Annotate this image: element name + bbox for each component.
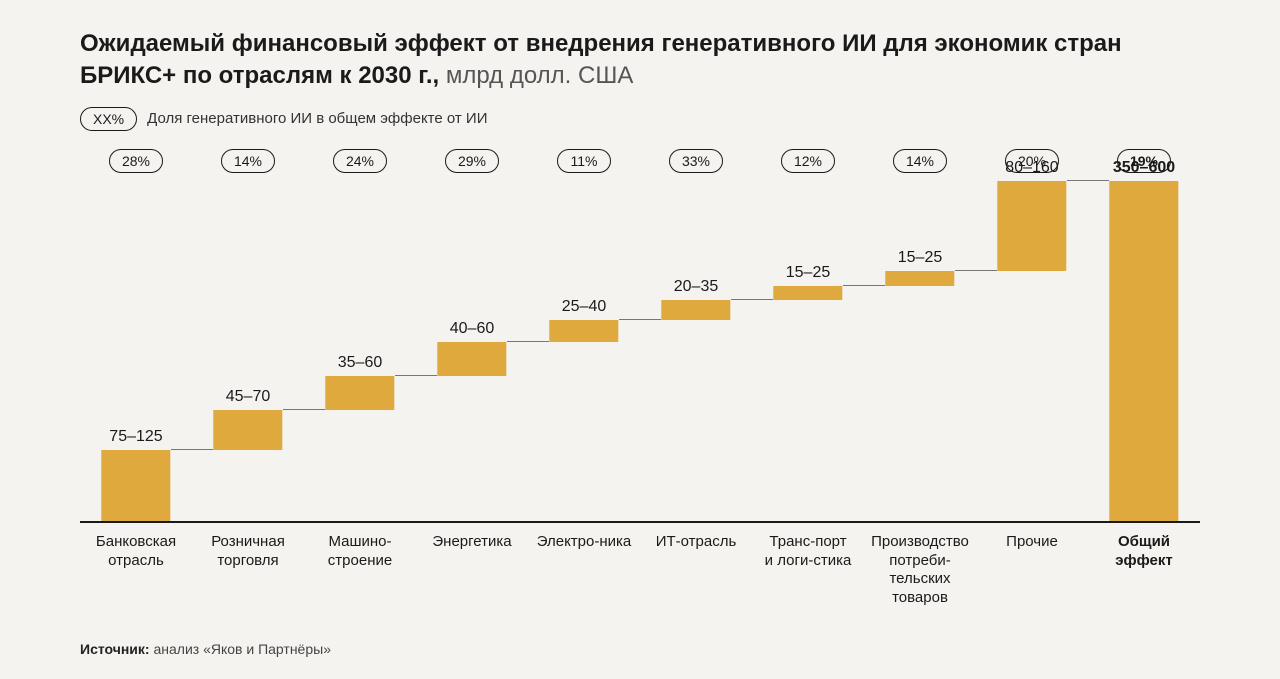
chart-title-light: млрд долл. США <box>439 62 633 89</box>
connector-line <box>171 449 214 450</box>
chart-title: Ожидаемый финансовый эффект от внедрения… <box>80 28 1200 93</box>
source-text: анализ «Яков и Партнёры» <box>150 641 331 657</box>
value-label: 80–160 <box>1005 159 1058 177</box>
category-label: ИТ-отрасль <box>640 533 752 608</box>
connector-line <box>283 409 326 410</box>
connector-line <box>507 341 550 342</box>
share-pill: 29% <box>445 149 499 173</box>
legend: XX% Доля генеративного ИИ в общем эффект… <box>80 107 1200 131</box>
share-pill: 12% <box>781 149 835 173</box>
total-bar: 350–600 <box>1109 181 1178 521</box>
value-label: 35–60 <box>338 354 383 372</box>
connector-line <box>395 375 438 376</box>
category-label: Производство потреби-тельских товаров <box>864 533 976 608</box>
category-label: Энергетика <box>416 533 528 608</box>
value-label: 20–35 <box>674 278 719 296</box>
category-label: Общий эффект <box>1088 533 1200 608</box>
share-pill: 11% <box>557 149 611 173</box>
connector-line <box>843 285 886 286</box>
value-label: 350–600 <box>1113 159 1175 177</box>
connector-line <box>619 319 662 320</box>
share-pill: 33% <box>669 149 723 173</box>
value-label: 40–60 <box>450 320 495 338</box>
category-label: Транс-порт и логи-стика <box>752 533 864 608</box>
waterfall-bar: 15–25 <box>773 286 842 300</box>
waterfall-bar: 20–35 <box>661 300 730 320</box>
legend-text: Доля генеративного ИИ в общем эффекте от… <box>147 110 487 127</box>
waterfall-chart: 28%14%24%29%11%33%12%14%20%19% 75–12545–… <box>80 149 1200 608</box>
category-label-row: Банковская отрасльРозничная торговляМаши… <box>80 533 1200 608</box>
value-label: 45–70 <box>226 388 271 406</box>
connector-line <box>731 299 774 300</box>
connector-line <box>1067 180 1110 181</box>
legend-pill: XX% <box>80 107 137 131</box>
value-label: 15–25 <box>786 264 831 282</box>
waterfall-bar: 25–40 <box>549 320 618 343</box>
value-label: 25–40 <box>562 298 607 316</box>
share-pill: 24% <box>333 149 387 173</box>
share-pill: 14% <box>893 149 947 173</box>
source-prefix: Источник: <box>80 641 150 657</box>
waterfall-bar: 75–125 <box>101 450 170 521</box>
waterfall-bar: 80–160 <box>997 181 1066 272</box>
waterfall-bar: 45–70 <box>213 410 282 450</box>
connector-line <box>955 270 998 271</box>
waterfall-bar: 35–60 <box>325 376 394 410</box>
category-label: Банковская отрасль <box>80 533 192 608</box>
share-pill: 14% <box>221 149 275 173</box>
category-label: Прочие <box>976 533 1088 608</box>
value-label: 75–125 <box>109 428 162 446</box>
category-label: Машино-строение <box>304 533 416 608</box>
category-label: Розничная торговля <box>192 533 304 608</box>
plot-area: 75–125 45–70 35–60 40–60 25–40 20–35 15–25 15–2… <box>80 183 1200 523</box>
waterfall-bar: 40–60 <box>437 342 506 376</box>
share-pill: 28% <box>109 149 163 173</box>
category-label: Электро-ника <box>528 533 640 608</box>
source-citation: Источник: анализ «Яков и Партнёры» <box>80 641 331 657</box>
waterfall-bar: 15–25 <box>885 271 954 285</box>
value-label: 15–25 <box>898 249 943 267</box>
